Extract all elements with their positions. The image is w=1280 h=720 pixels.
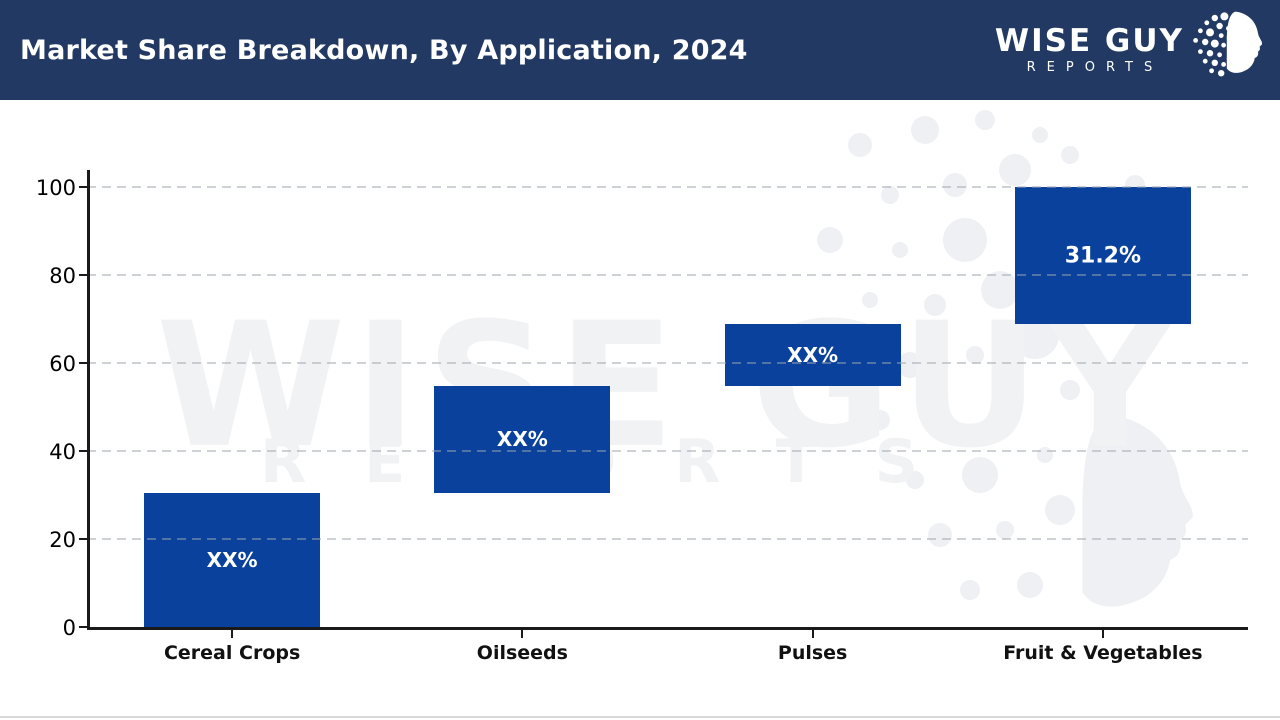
x-tick-0	[231, 629, 234, 638]
y-tick-label-100: 100	[35, 176, 76, 200]
gridline-y-20	[87, 538, 1248, 540]
chart-area: WISE GUY REPORTS XX% XX% XX% 31.2% 0 20 40 60 80…	[0, 100, 1280, 720]
wiseguy-logo: WISE GUY REPORTS	[995, 8, 1266, 92]
x-tick-2	[811, 629, 814, 638]
x-tick-3	[1101, 629, 1104, 638]
y-tick-100	[79, 186, 87, 188]
bar-oilseeds	[434, 385, 611, 493]
x-tick-1	[521, 629, 524, 638]
x-category-label: Cereal Crops	[163, 642, 301, 664]
x-category-label: Oilseeds	[476, 642, 568, 664]
x-category-label: Fruit & Vegetables	[1003, 642, 1203, 664]
gridline-y-40	[87, 450, 1248, 452]
bar-value-label: XX%	[496, 427, 548, 452]
y-tick-label-20: 20	[49, 528, 76, 552]
bottom-divider-line	[0, 716, 1280, 718]
watermark-reports-text: REPORTS	[260, 427, 976, 497]
bar-value-label: 31.2%	[1064, 243, 1142, 269]
y-tick-80	[79, 274, 87, 276]
logo-text: WISE GUY REPORTS	[995, 25, 1184, 75]
y-tick-label-40: 40	[49, 440, 76, 464]
y-tick-20	[79, 538, 87, 540]
y-tick-0	[79, 626, 87, 628]
x-category-label: Pulses	[777, 642, 848, 664]
x-axis-line	[87, 627, 1248, 630]
bar-cereal-crops	[144, 492, 321, 627]
bar-fruit-vegetables	[1014, 187, 1191, 325]
gridline-y-80	[87, 274, 1248, 276]
bar-value-label: XX%	[206, 547, 258, 572]
y-tick-label-0: 0	[62, 616, 76, 640]
page-title: Market Share Breakdown, By Application, …	[20, 34, 748, 66]
gridline-y-100	[87, 186, 1248, 188]
watermark-head-silhouette	[1082, 415, 1193, 607]
watermark-wiseguy-text: WISE GUY	[155, 285, 1181, 486]
y-tick-label-60: 60	[49, 352, 76, 376]
y-axis-line	[87, 170, 90, 630]
y-tick-60	[79, 362, 87, 364]
y-tick-40	[79, 450, 87, 452]
header-bar: Market Share Breakdown, By Application, …	[0, 0, 1280, 100]
gridline-y-60	[87, 362, 1248, 364]
wiseguy-face-icon	[1193, 11, 1263, 77]
logo-reports-text: REPORTS	[1026, 59, 1164, 75]
bar-pulses	[724, 324, 901, 386]
bar-value-label: XX%	[787, 343, 839, 368]
y-tick-label-80: 80	[49, 264, 76, 288]
logo-wiseguy-text: WISE GUY	[994, 23, 1184, 60]
